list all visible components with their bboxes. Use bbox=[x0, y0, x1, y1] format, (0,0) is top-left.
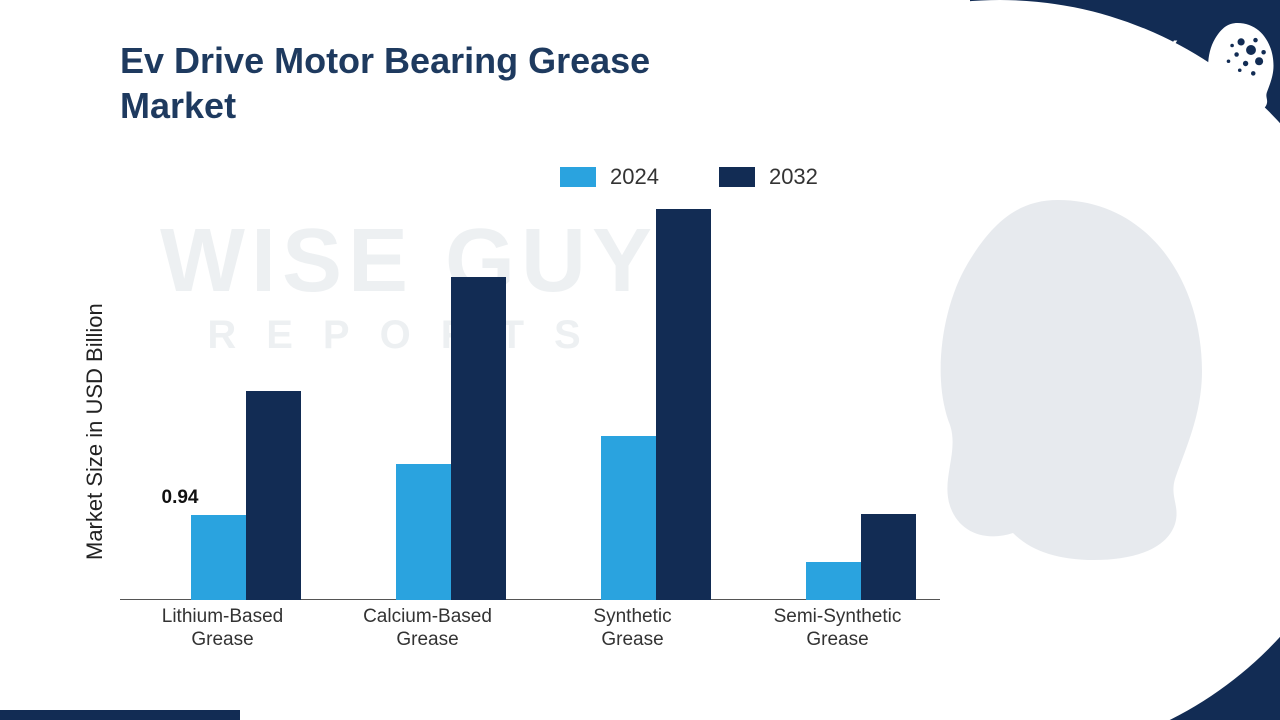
bar-2024 bbox=[396, 464, 451, 600]
bar-2032 bbox=[656, 209, 711, 600]
brand-logo-main: WISE GUY bbox=[990, 34, 1182, 71]
x-axis-label: Calcium-BasedGrease bbox=[325, 606, 530, 652]
plot-area: 0.94Lithium-BasedGreaseCalcium-BasedGrea… bbox=[120, 200, 940, 600]
bar-2024 bbox=[191, 515, 246, 600]
bar-2032 bbox=[246, 391, 301, 600]
bar-group bbox=[120, 391, 325, 600]
legend: 2024 2032 bbox=[560, 164, 818, 190]
legend-label-2032: 2032 bbox=[769, 164, 818, 190]
bar-group bbox=[530, 209, 735, 600]
bar-2032 bbox=[861, 514, 916, 600]
chart-title: Ev Drive Motor Bearing Grease Market bbox=[120, 38, 760, 128]
legend-item-2032: 2032 bbox=[719, 164, 818, 190]
bar-value-label: 0.94 bbox=[162, 487, 199, 509]
legend-item-2024: 2024 bbox=[560, 164, 659, 190]
bar-group bbox=[735, 514, 940, 600]
chart-canvas: WISE GUY REPORTS WISE GUY REPORTS Ev Dri… bbox=[0, 0, 1280, 720]
y-axis-label: Market Size in USD Billion bbox=[82, 303, 108, 560]
legend-swatch-2024 bbox=[560, 167, 596, 187]
bar-2032 bbox=[451, 277, 506, 600]
brand-logo-sub: REPORTS bbox=[990, 73, 1182, 91]
bottom-accent-bar bbox=[0, 710, 240, 720]
bar-2024 bbox=[806, 562, 861, 600]
x-axis-label: Semi-SyntheticGrease bbox=[735, 606, 940, 652]
legend-label-2024: 2024 bbox=[610, 164, 659, 190]
brand-logo: WISE GUY REPORTS bbox=[990, 34, 1182, 91]
bar-2024 bbox=[601, 436, 656, 600]
bar-group bbox=[325, 277, 530, 600]
x-axis-label: Lithium-BasedGrease bbox=[120, 606, 325, 652]
x-axis-label: SyntheticGrease bbox=[530, 606, 735, 652]
legend-swatch-2032 bbox=[719, 167, 755, 187]
